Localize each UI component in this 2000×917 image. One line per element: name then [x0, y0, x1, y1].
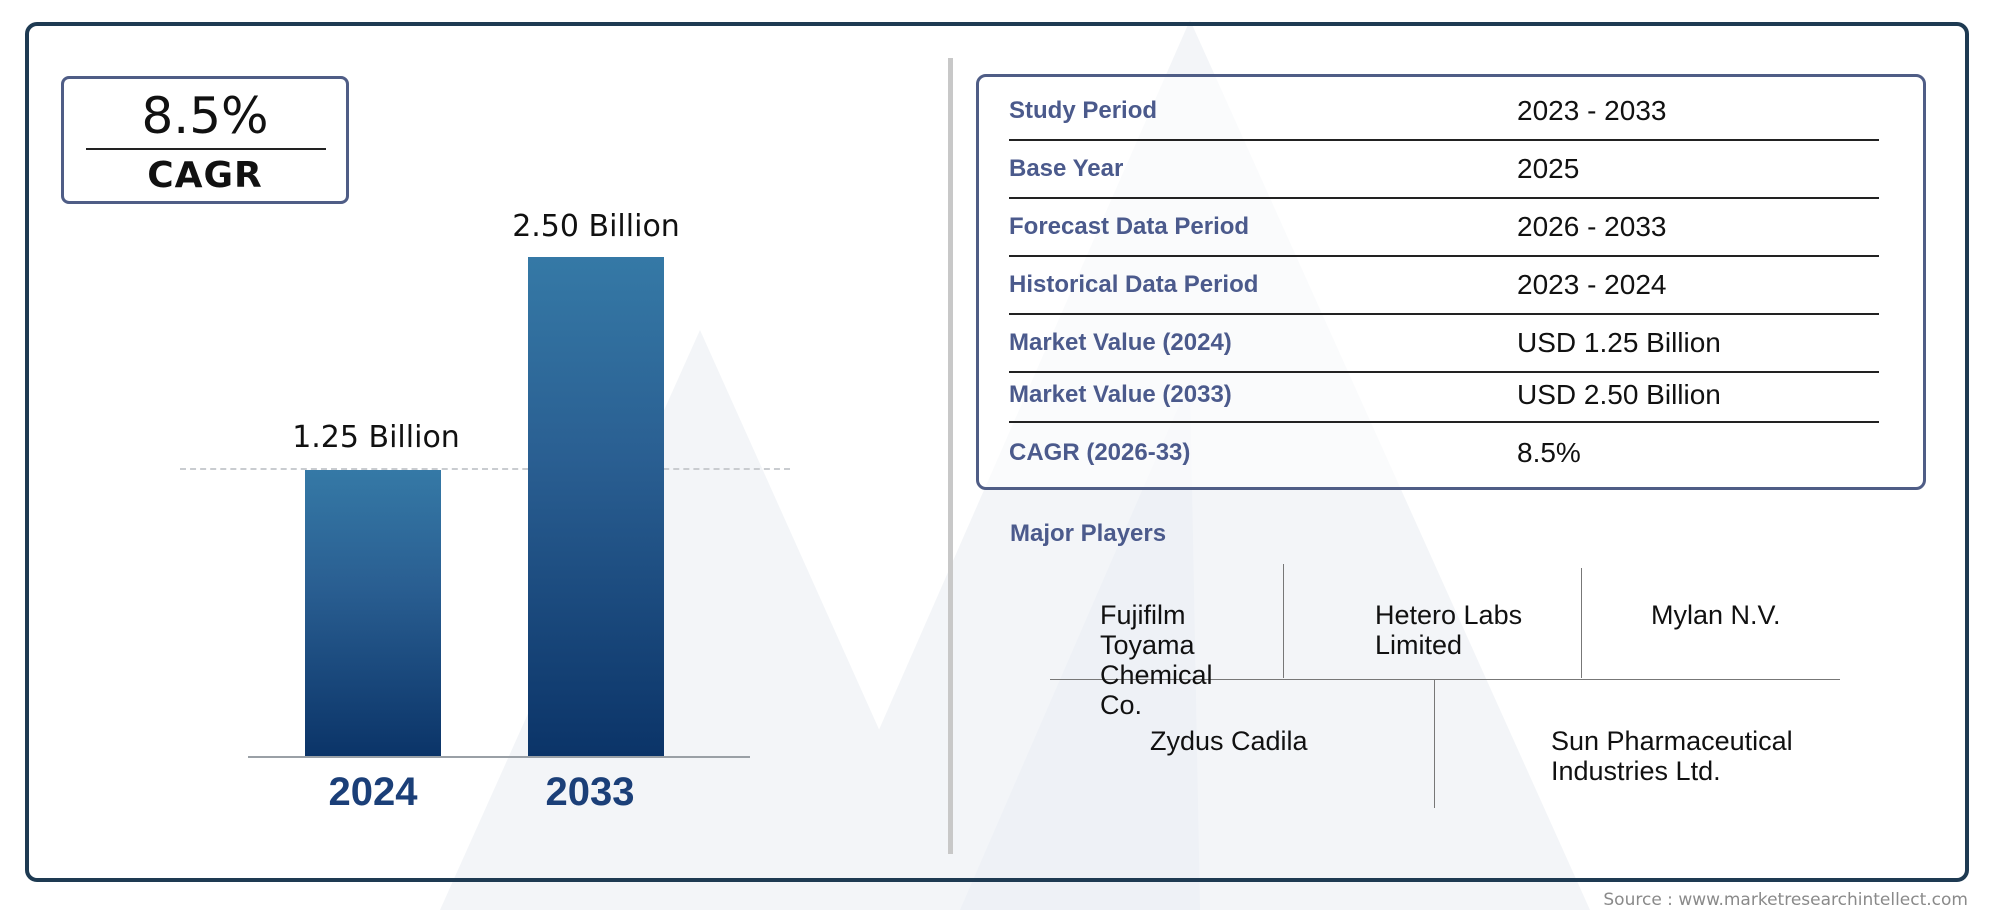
cagr-badge: 8.5% CAGR: [61, 76, 349, 204]
row-separator: [1009, 255, 1879, 257]
player-mylan: Mylan N.V.: [1651, 600, 1781, 630]
cagr-label: CAGR: [147, 155, 263, 196]
market-info-table: Study Period 2023 - 2033 Base Year 2025 …: [976, 74, 1926, 490]
bar-value-label-2024: 1.25 Billion: [292, 420, 460, 455]
major-players-title: Major Players: [1010, 520, 1167, 547]
info-value: USD 1.25 Billion: [1517, 327, 1721, 358]
bar-2033: [528, 257, 664, 756]
grid-divider: [1283, 564, 1284, 678]
player-fujifilm: Fujifilm Toyama Chemical Co.: [1100, 600, 1213, 720]
info-row-cagr: CAGR (2026-33) 8.5%: [1009, 425, 1879, 483]
cagr-divider: [86, 148, 326, 150]
reference-dashed-line: [180, 468, 790, 470]
info-value: 8.5%: [1517, 437, 1581, 468]
grid-divider: [1434, 680, 1435, 808]
info-value: 2026 - 2033: [1517, 211, 1667, 242]
grid-divider: [1581, 568, 1582, 678]
bar-chart: 1.25 Billion 2.50 Billion 2024 2033: [0, 0, 940, 880]
vertical-divider: [948, 58, 953, 854]
info-row-market-value-2033: Market Value (2033) USD 2.50 Billion: [1009, 367, 1879, 423]
info-label: Forecast Data Period: [1009, 213, 1250, 240]
bar-2024: [305, 470, 441, 756]
info-value: 2025: [1517, 153, 1580, 184]
info-row-historical-period: Historical Data Period 2023 - 2024: [1009, 257, 1879, 315]
info-label: Base Year: [1009, 155, 1124, 182]
info-value: USD 2.50 Billion: [1517, 379, 1721, 410]
player-sun-pharma: Sun Pharmaceutical Industries Ltd.: [1551, 726, 1793, 786]
bar-value-label-2033: 2.50 Billion: [512, 209, 680, 244]
info-label: Historical Data Period: [1009, 271, 1259, 298]
info-row-study-period: Study Period 2023 - 2033: [1009, 83, 1879, 141]
row-separator: [1009, 313, 1879, 315]
info-row-forecast-period: Forecast Data Period 2026 - 2033: [1009, 199, 1879, 257]
player-hetero-labs: Hetero Labs Limited: [1375, 600, 1523, 660]
row-separator: [1009, 421, 1879, 423]
cagr-value: 8.5%: [141, 87, 269, 145]
info-row-base-year: Base Year 2025: [1009, 141, 1879, 199]
x-axis-line: [248, 756, 750, 758]
player-zydus-cadila: Zydus Cadila: [1150, 726, 1308, 756]
info-label: CAGR (2026-33): [1009, 439, 1191, 466]
info-row-market-value-2024: Market Value (2024) USD 1.25 Billion: [1009, 315, 1879, 373]
outer-frame: [25, 22, 1969, 882]
info-label: Market Value (2033): [1009, 381, 1232, 408]
row-separator: [1009, 139, 1879, 141]
row-separator: [1009, 197, 1879, 199]
grid-divider: [1050, 679, 1840, 680]
info-label: Study Period: [1009, 97, 1158, 124]
info-value: 2023 - 2024: [1517, 269, 1667, 300]
x-tick-2024: 2024: [328, 770, 418, 814]
x-tick-2033: 2033: [545, 770, 635, 814]
row-separator: [1009, 371, 1879, 373]
info-value: 2023 - 2033: [1517, 95, 1667, 126]
info-label: Market Value (2024): [1009, 329, 1232, 356]
source-credit: Source : www.marketresearchintellect.com: [1603, 890, 1968, 910]
